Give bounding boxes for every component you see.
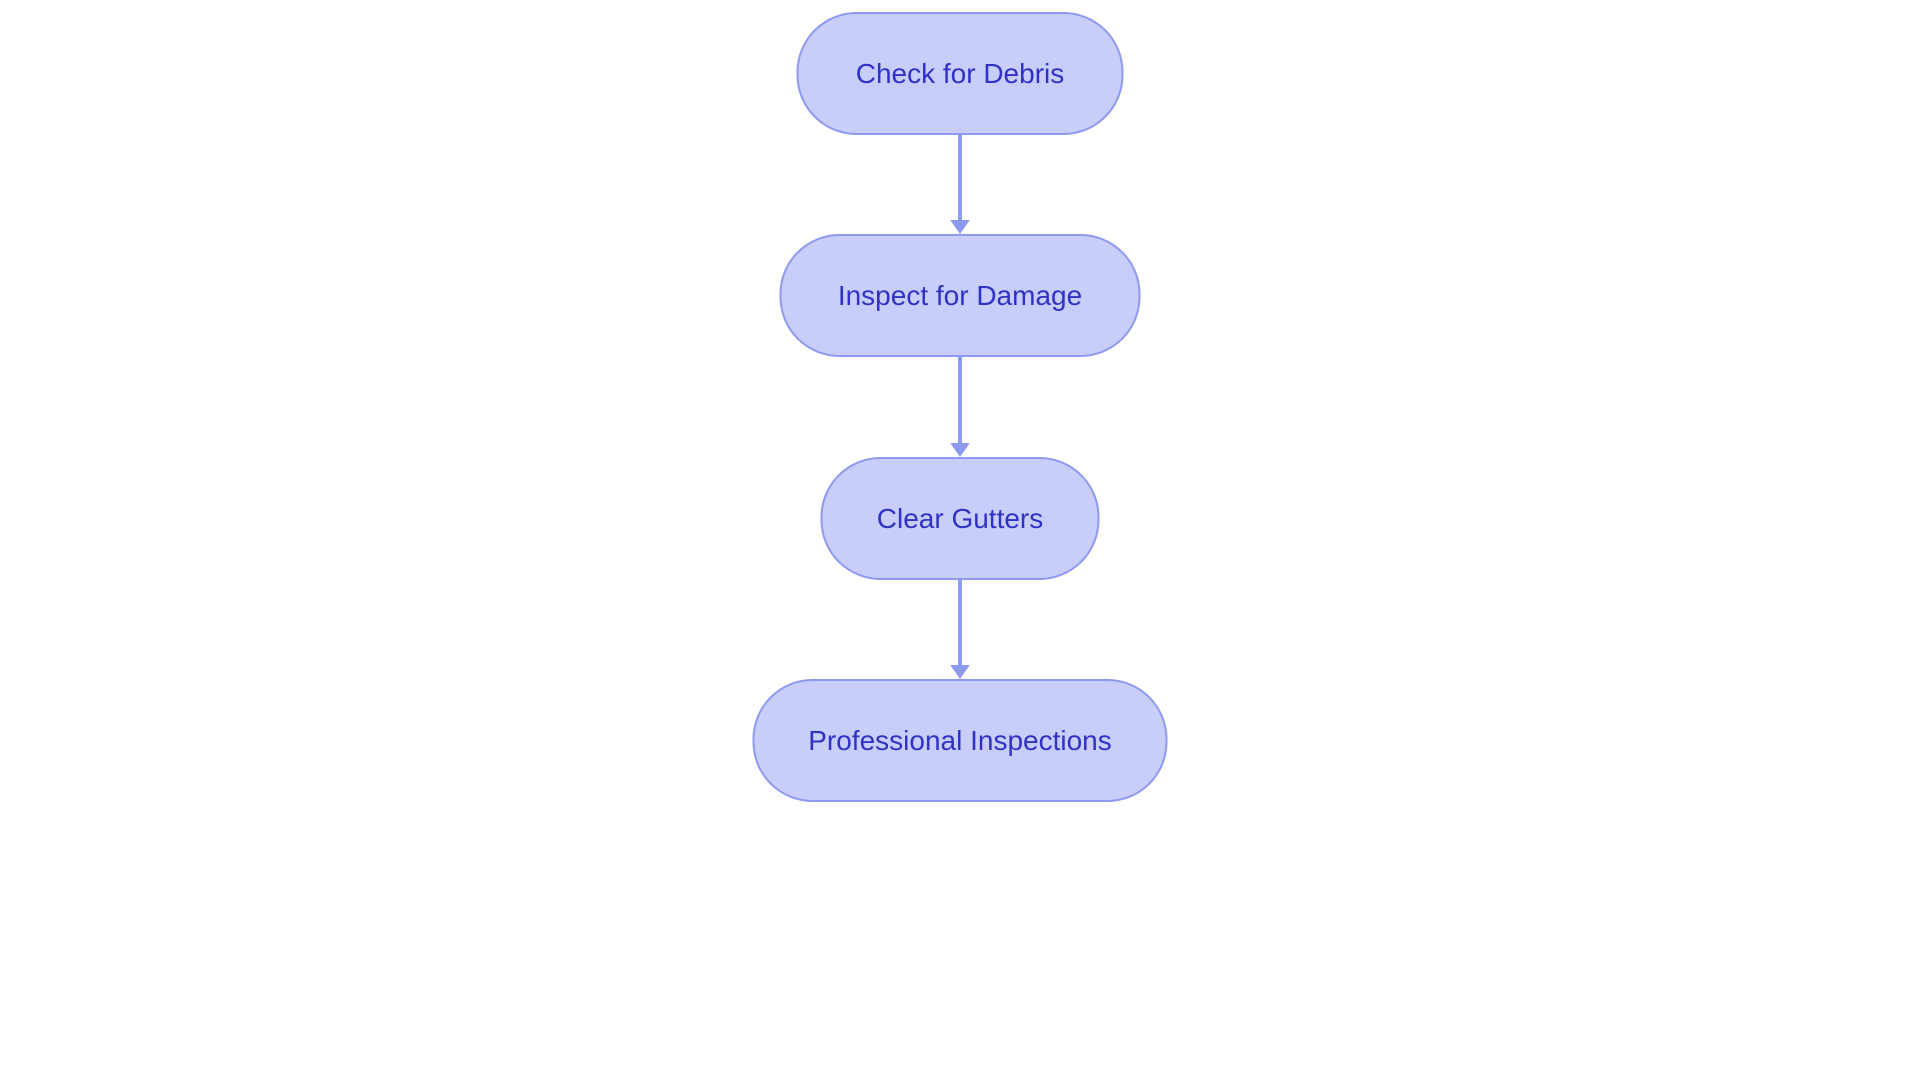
flowchart-arrow (940, 580, 980, 679)
flowchart-arrow (940, 135, 980, 234)
flowchart-arrow (940, 357, 980, 457)
flowchart-node-inspect-damage: Inspect for Damage (780, 234, 1141, 357)
flowchart-node-clear-gutters: Clear Gutters (821, 457, 1100, 580)
node-label: Clear Gutters (877, 503, 1044, 535)
flowchart-node-professional-inspections: Professional Inspections (753, 679, 1168, 802)
flowchart-container: Check for Debris Inspect for Damage Clea… (610, 0, 1310, 1083)
node-label: Check for Debris (856, 58, 1065, 90)
node-label: Professional Inspections (808, 725, 1112, 757)
node-label: Inspect for Damage (838, 280, 1082, 312)
flowchart-node-check-debris: Check for Debris (797, 12, 1124, 135)
